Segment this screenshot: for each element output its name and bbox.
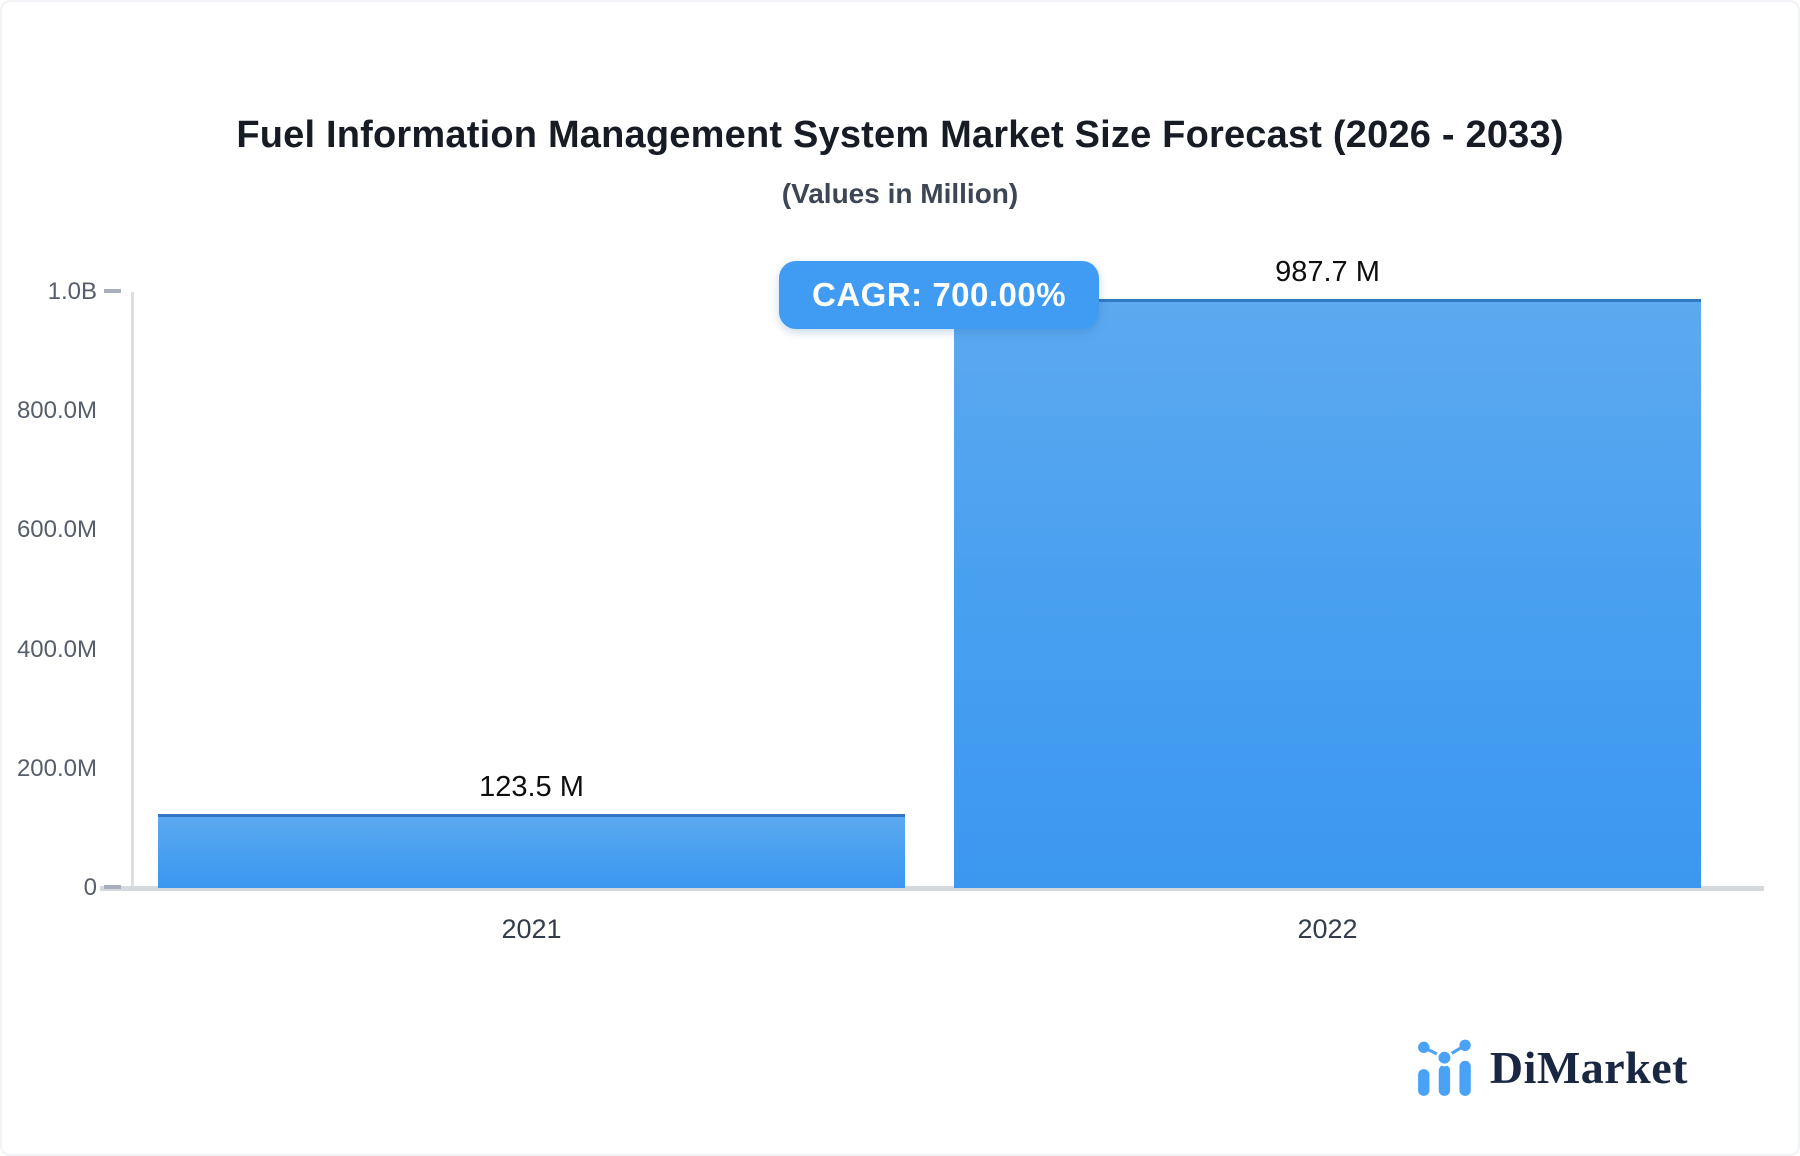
y-axis-tick-mark (104, 289, 121, 293)
x-axis-line (100, 886, 1764, 891)
x-axis-label-2021: 2021 (501, 914, 562, 944)
dimarket-logo-icon (1417, 1039, 1471, 1096)
y-axis-line (131, 292, 134, 889)
dimarket-logo[interactable]: DiMarket (1415, 1038, 1688, 1096)
y-axis-tick-mark (104, 885, 121, 889)
bar-2021[interactable] (158, 814, 905, 888)
chart-subtitle: (Values in Million) (781, 178, 1019, 209)
bar-chart: 0 200.0M 400.0M 600.0M 800.0M 1.0B 123.5 M 202… (2, 256, 1798, 944)
cagr-badge: CAGR: 700.00% (779, 261, 1100, 329)
y-axis-tick-label: 400.0M (16, 635, 97, 663)
y-axis-tick-label: 200.0M (16, 754, 97, 782)
dimarket-logo-text: DiMarket (1489, 1041, 1688, 1093)
y-axis-tick-label: 0 (83, 874, 97, 901)
y-axis-tick-label: 1.0B (47, 278, 97, 305)
y-axis-tick-label: 600.0M (16, 516, 97, 544)
y-axis-tick-label: 800.0M (16, 397, 97, 425)
x-axis-label-2022: 2022 (1297, 914, 1358, 944)
plot-area: 123.5 M 2021 987.7 M 2022 (133, 256, 1726, 944)
bar-2022[interactable] (954, 299, 1701, 888)
y-axis-labels: 0 200.0M 400.0M 600.0M 800.0M 1.0B (2, 278, 97, 901)
bar-value-label-2021: 123.5 M (479, 771, 584, 803)
chart-title: Fuel Information Management System Marke… (236, 114, 1564, 156)
bar-value-label-2022: 987.7 M (1275, 256, 1380, 288)
